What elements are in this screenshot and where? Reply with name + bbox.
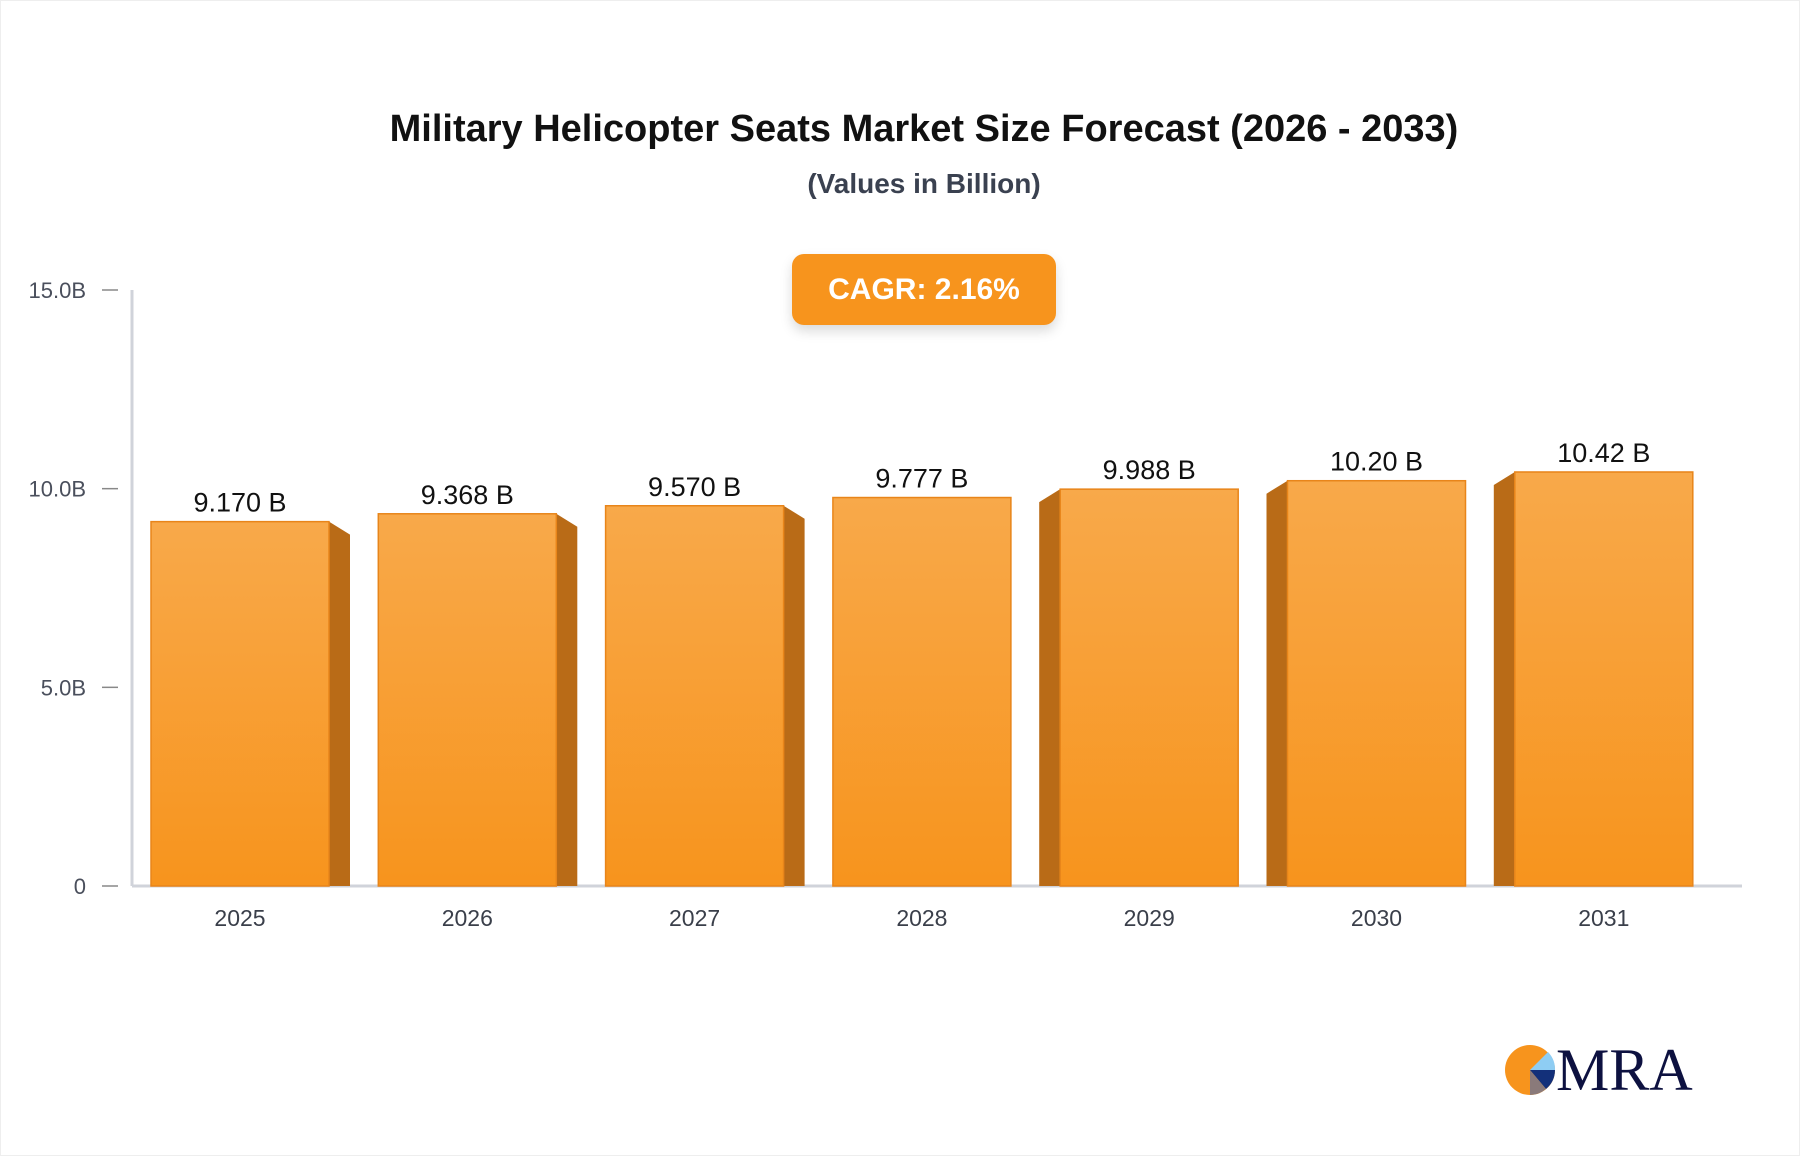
data-label: 9.170 B xyxy=(193,488,286,518)
cagr-badge: CAGR: 2.16% xyxy=(792,254,1056,325)
data-label: 9.988 B xyxy=(1103,455,1196,485)
y-tick-label: 15.0B xyxy=(29,278,87,303)
bar xyxy=(1286,479,1467,887)
bar xyxy=(1059,488,1239,887)
x-tick-label: 2031 xyxy=(1578,905,1629,931)
chart-title: Military Helicopter Seats Market Size Fo… xyxy=(389,108,1459,150)
bar-side xyxy=(1266,480,1288,886)
data-label: 10.42 B xyxy=(1557,438,1650,468)
bar-side xyxy=(1039,489,1061,886)
y-tick-label: 10.0B xyxy=(29,477,87,502)
bar xyxy=(377,513,558,887)
data-label: 9.570 B xyxy=(648,472,741,502)
chart-subtitle: (Values in Billion) xyxy=(807,168,1041,199)
data-label: 9.368 B xyxy=(421,480,514,510)
x-tick-label: 2026 xyxy=(442,905,493,931)
x-tick-label: 2028 xyxy=(896,905,947,931)
data-label: 9.777 B xyxy=(875,464,968,494)
y-tick-label: 0 xyxy=(74,874,86,899)
bar-side xyxy=(329,521,350,886)
y-tick-label: 5.0B xyxy=(41,675,86,700)
x-tick-label: 2030 xyxy=(1351,905,1402,931)
data-label: 10.20 B xyxy=(1330,447,1423,477)
x-tick-label: 2029 xyxy=(1124,905,1175,931)
x-tick-label: 2027 xyxy=(669,905,720,931)
bar xyxy=(832,496,1012,887)
bar xyxy=(1514,471,1694,887)
mra-logo: MRA xyxy=(1505,1040,1693,1100)
logo-text: MRA xyxy=(1556,1040,1693,1100)
bar-side xyxy=(556,513,578,886)
bar-side xyxy=(1493,471,1515,886)
bar-side xyxy=(783,505,805,886)
bar xyxy=(150,520,330,887)
bar xyxy=(604,505,785,887)
x-tick-label: 2025 xyxy=(214,905,265,931)
